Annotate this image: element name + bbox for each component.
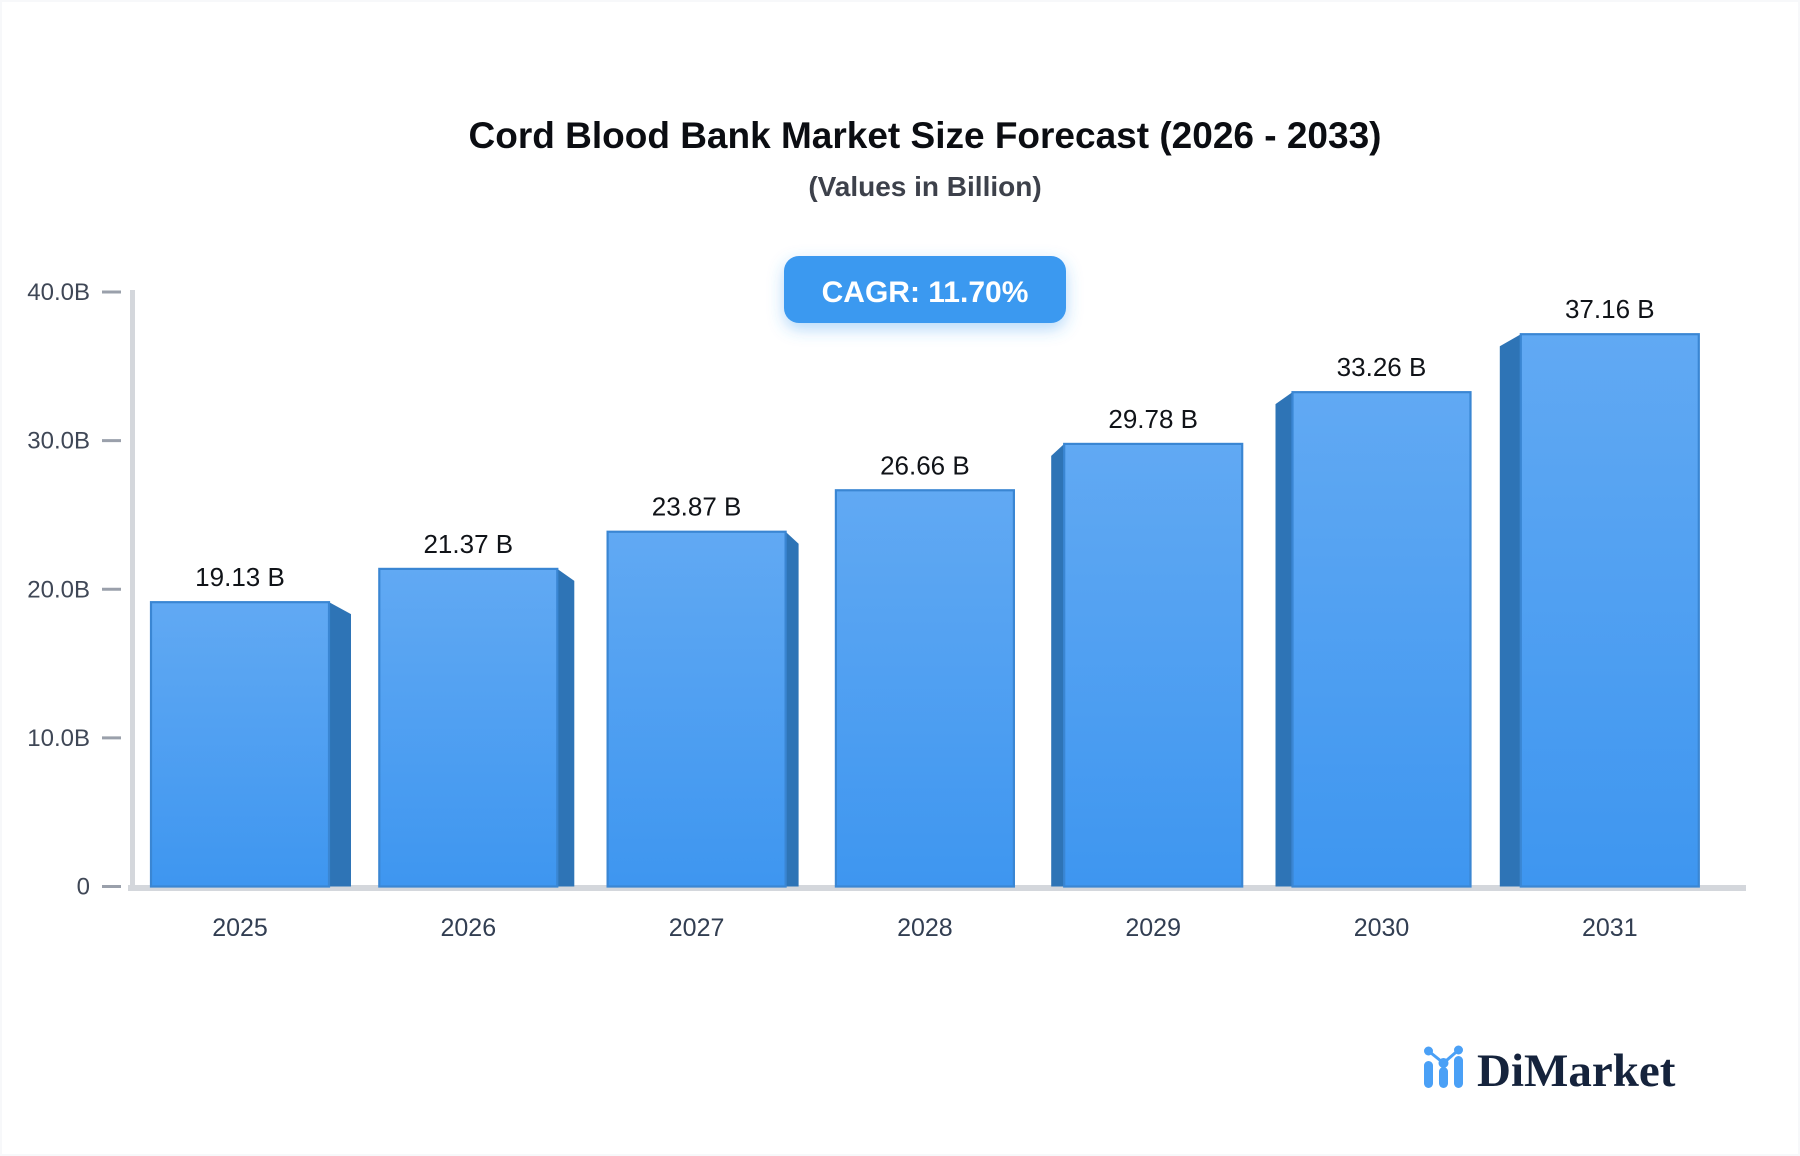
cagr-badge-background [784,256,1066,323]
y-axis: 0 10.0B 20.0B 30.0B 40.0B [27,279,121,901]
x-tick-label: 2030 [1354,914,1410,942]
bar-2028 [834,489,1016,888]
value-labels: 19.13 B 21.37 B 23.87 B 26.66 B 29.78 B 33.26… [195,294,1654,592]
cagr-badge: CAGR: 11.70% [784,256,1066,323]
bar-side-face [557,568,575,887]
bar-side-face [329,602,351,887]
y-tick-label: 30.0B [27,428,90,455]
x-tick-label: 2031 [1582,914,1638,942]
bar-2031 [1519,333,1700,888]
bar-2029 [1063,442,1244,888]
bar-value-label: 26.66 B [880,450,970,480]
y-tick-label: 40.0B [27,279,90,306]
mini-bar-chart-icon [1424,1045,1463,1088]
x-tick-label: 2027 [669,914,725,942]
bar-value-label: 37.16 B [1565,294,1655,324]
chart-subtitle: (Values in Billion) [808,171,1041,202]
bar-side-face [1499,334,1521,887]
dimarket-wordmark: DiMarket [1477,1045,1676,1097]
x-axis: 2025 2026 2027 2028 2029 2030 2031 [212,914,1637,942]
cagr-badge-label: CAGR: 11.70% [822,276,1029,309]
x-tick-label: 2025 [212,914,268,942]
bar-value-label: 19.13 B [195,562,285,592]
y-axis-line [130,290,135,888]
bar-value-label: 21.37 B [423,529,513,559]
bars [149,333,1700,888]
y-tick-label: 0 [77,874,90,901]
x-tick-label: 2026 [440,914,496,942]
y-tick-label: 20.0B [27,576,90,603]
dimarket-logo: DiMarket [1424,1045,1676,1097]
bar-value-label: 23.87 B [652,492,742,522]
y-tick-label: 10.0B [27,725,90,752]
bar-2030 [1291,391,1472,888]
bar-side-face [1051,443,1065,887]
bar-side-face [1275,392,1293,887]
chart-title: Cord Blood Bank Market Size Forecast (20… [469,115,1382,156]
bar-value-label: 33.26 B [1337,352,1427,382]
bar-2027 [606,530,787,888]
bar-side-face [785,531,799,887]
x-tick-label: 2028 [897,914,953,942]
bar-2025 [149,601,331,888]
bar-value-label: 29.78 B [1108,404,1198,434]
x-tick-label: 2029 [1125,914,1181,942]
bar-2026 [378,567,559,888]
x-axis-line [128,885,1746,891]
